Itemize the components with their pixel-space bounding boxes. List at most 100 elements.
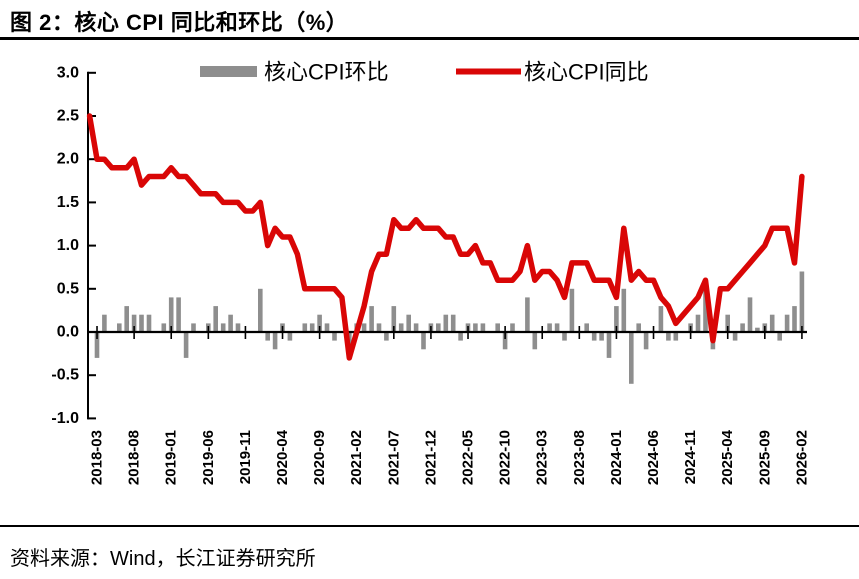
- mom-bar: [258, 288, 263, 332]
- mom-bar: [614, 306, 619, 332]
- mom-bar: [117, 323, 122, 332]
- x-tick-label: 2021-07: [385, 430, 402, 485]
- mom-bar: [168, 297, 174, 332]
- mom-bar: [235, 323, 241, 332]
- mom-bar-series: [94, 271, 805, 384]
- x-tick-label: 2022-05: [460, 430, 477, 485]
- y-tick-label: 2.5: [57, 108, 79, 125]
- mom-bar: [784, 314, 790, 332]
- mom-bar: [131, 314, 137, 332]
- x-tick-label: 2018-03: [89, 430, 106, 485]
- legend-line-label: 核心CPI同比: [524, 60, 649, 85]
- mom-bar: [525, 297, 530, 332]
- mom-bar: [569, 288, 575, 332]
- y-tick-label: -1.0: [51, 410, 79, 427]
- mom-bar: [220, 323, 226, 332]
- y-tick-label: -0.5: [51, 367, 79, 384]
- x-tick-label: 2019-11: [237, 430, 254, 484]
- mom-bar: [94, 332, 100, 358]
- mom-bar: [146, 314, 152, 332]
- mom-bar: [510, 323, 515, 332]
- mom-bar: [139, 314, 144, 332]
- chart-legend: 核心CPI环比 核心CPI同比: [200, 60, 649, 85]
- mom-bar: [799, 271, 805, 332]
- y-tick-label: 1.0: [57, 237, 79, 254]
- mom-bar: [599, 332, 604, 341]
- mom-bar: [747, 297, 753, 332]
- mom-bar: [102, 314, 107, 332]
- mom-bar: [406, 314, 411, 332]
- x-tick-label: 2018-08: [126, 430, 143, 485]
- figure-title: 图 2：核心 CPI 同比和环比（%）: [10, 10, 349, 35]
- mom-bar: [495, 323, 500, 332]
- mom-bar: [792, 306, 797, 332]
- x-tick-label: 2021-02: [348, 430, 365, 485]
- cpi-chart: 3.0 2.5 2.0 1.5 1.0 0.5 0.0 -0.5 -1.0 2018-03 2018…: [51, 60, 810, 486]
- mom-bar: [421, 332, 426, 350]
- mom-bar: [658, 306, 664, 332]
- source-attribution: 资料来源：Wind，长江证券研究所: [10, 548, 316, 570]
- mom-bar: [161, 323, 167, 332]
- mom-bar: [176, 297, 181, 332]
- y-tick-label: 0.0: [57, 324, 79, 341]
- mom-bar: [554, 323, 560, 332]
- mom-bar: [636, 323, 641, 332]
- yoy-line: [86, 113, 805, 361]
- mom-bar: [480, 323, 486, 332]
- x-tick-label: 2025-04: [719, 429, 736, 485]
- x-tick-label: 2024-06: [645, 430, 662, 485]
- mom-bar: [502, 332, 508, 350]
- mom-bar: [629, 332, 634, 384]
- axes: [87, 71, 807, 420]
- mom-bar: [584, 323, 589, 332]
- mom-bar: [302, 323, 308, 332]
- mom-bar: [309, 323, 315, 332]
- mom-bar: [413, 323, 419, 332]
- mom-bar: [458, 332, 463, 341]
- mom-bar: [376, 323, 382, 332]
- mom-bar: [606, 332, 612, 358]
- axis-labels: 3.0 2.5 2.0 1.5 1.0 0.5 0.0 -0.5 -1.0 2018-03 2018…: [51, 64, 810, 485]
- mom-bar: [621, 288, 627, 332]
- x-tick-label: 2021-12: [422, 430, 439, 485]
- x-tick-label: 2023-08: [571, 430, 588, 485]
- mom-bar: [643, 332, 649, 350]
- y-tick-label: 0.5: [57, 280, 79, 297]
- mom-bar: [777, 332, 782, 341]
- mom-bar: [547, 323, 552, 332]
- legend-bar-swatch: [200, 66, 257, 77]
- figure-bottom-divider: [0, 525, 859, 527]
- x-tick-label: 2019-01: [163, 430, 180, 485]
- mom-bar: [562, 332, 567, 341]
- y-tick-label: 3.0: [57, 64, 79, 81]
- mom-bar: [369, 306, 374, 332]
- mom-bar: [287, 332, 293, 341]
- x-tick-label: 2024-01: [608, 430, 625, 485]
- mom-bar: [317, 314, 322, 332]
- mom-bar: [213, 306, 218, 332]
- x-tick-label: 2022-10: [497, 430, 514, 485]
- mom-bar: [191, 323, 196, 332]
- x-tick-label: 2026-02: [793, 430, 810, 485]
- mom-bar: [666, 332, 671, 341]
- mom-bar: [473, 323, 478, 332]
- x-tick-label: 2020-04: [274, 429, 291, 485]
- mom-bar: [673, 332, 679, 341]
- y-tick-label: 1.5: [57, 194, 79, 211]
- mom-bar: [450, 314, 456, 332]
- mom-bar: [443, 314, 449, 332]
- x-tick-label: 2025-09: [756, 430, 773, 485]
- mom-bar: [228, 314, 233, 332]
- plot-area: 3.0 2.5 2.0 1.5 1.0 0.5 0.0 -0.5 -1.0 2018-03 2018…: [51, 64, 810, 485]
- mom-bar: [384, 332, 389, 341]
- title-divider: [0, 37, 859, 40]
- legend-bar-label: 核心CPI环比: [264, 60, 389, 85]
- mom-bar: [272, 332, 278, 350]
- mom-bar: [436, 323, 441, 332]
- x-tick-label: 2023-03: [534, 430, 551, 485]
- mom-bar: [703, 288, 708, 332]
- mom-bar: [532, 332, 538, 350]
- mom-bar: [695, 314, 701, 332]
- mom-bar: [740, 323, 745, 332]
